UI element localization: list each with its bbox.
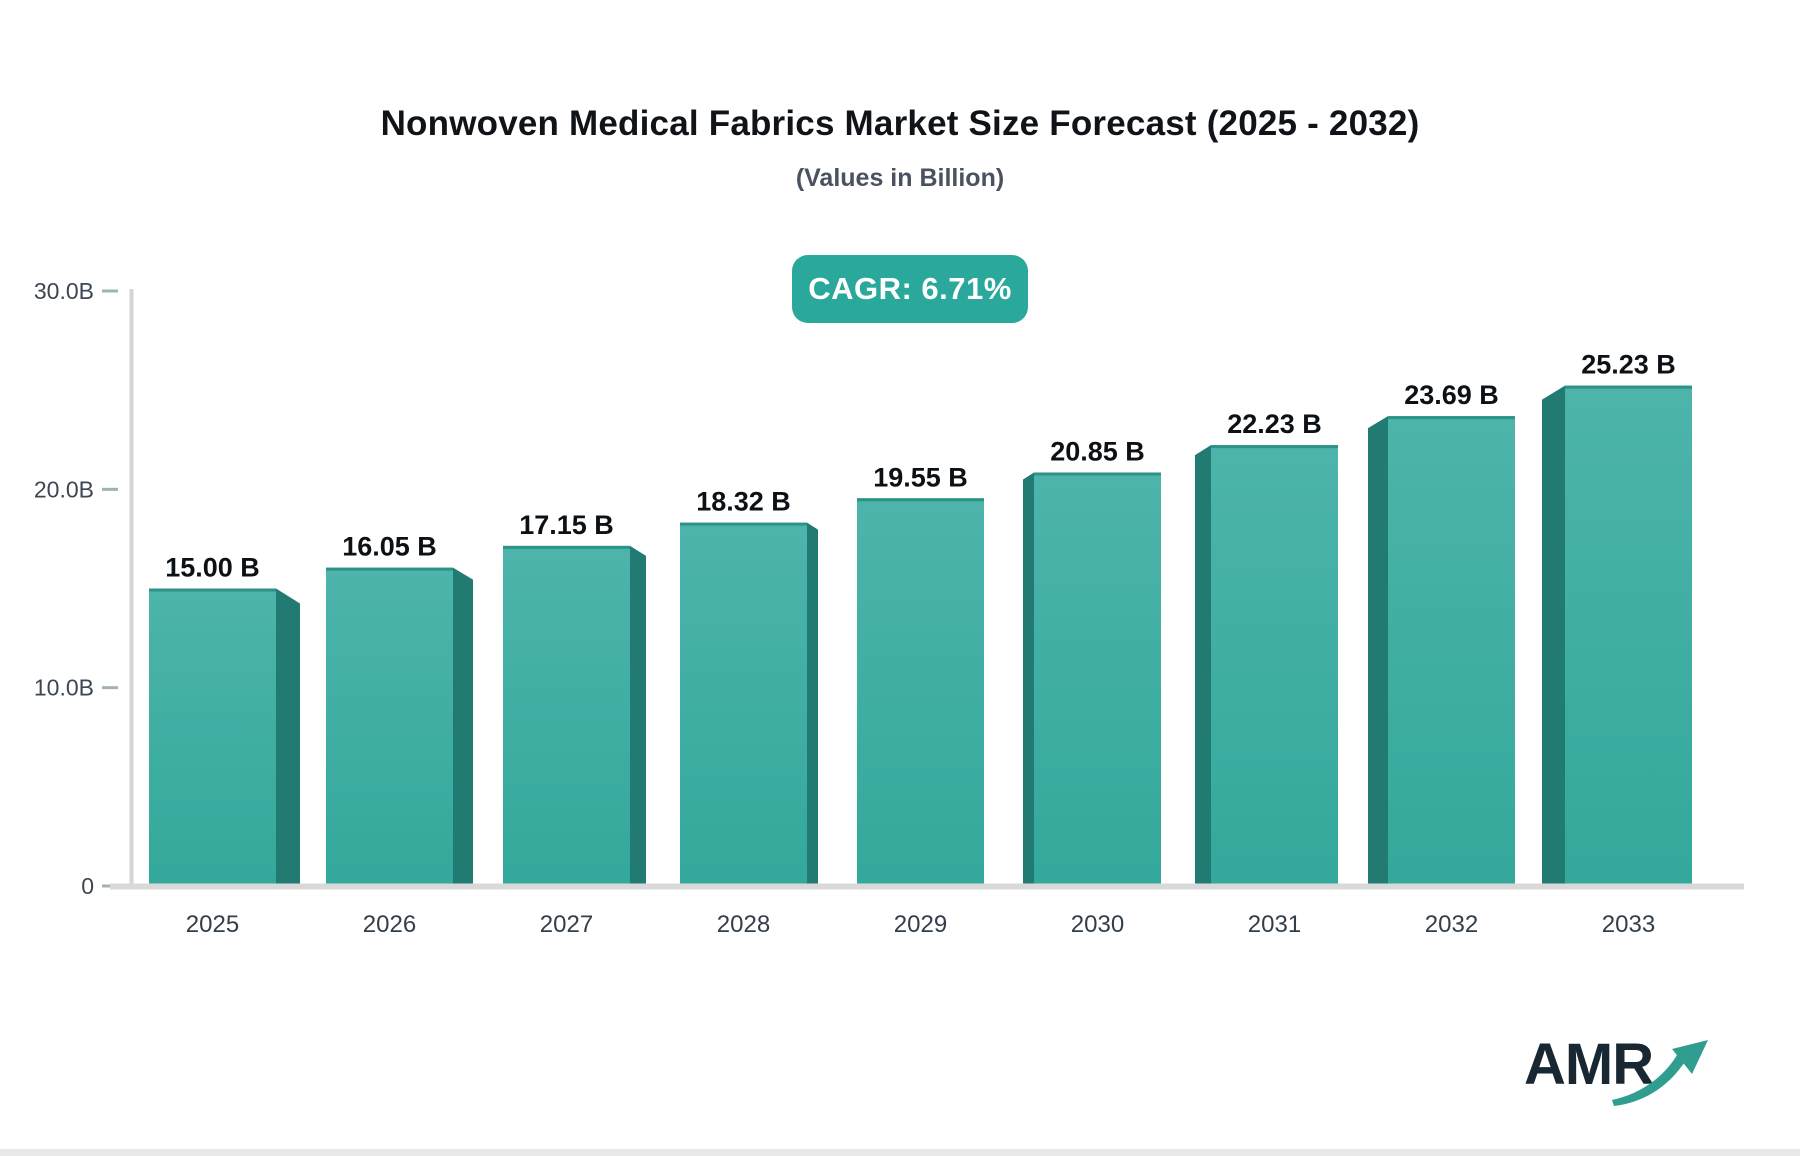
bar-front-face [1388, 416, 1515, 886]
x-axis-label: 2029 [894, 911, 947, 938]
cagr-badge: CAGR: 6.71% [792, 255, 1028, 323]
bar-front-face [1034, 472, 1161, 886]
x-axis-label: 2025 [186, 911, 239, 938]
bar-value-label: 17.15 B [519, 510, 614, 540]
bar-value-label: 15.00 B [165, 553, 260, 583]
bar-side-face [1542, 385, 1565, 886]
chart-subtitle: (Values in Billion) [795, 164, 1005, 192]
bar-side-face [276, 588, 300, 886]
bar-2029: 19.55 B [857, 462, 984, 886]
bar-value-label: 19.55 B [873, 462, 968, 492]
bar-side-face [1368, 416, 1388, 886]
y-axis-label: 10.0B [34, 675, 94, 701]
bar-value-label: 18.32 B [696, 487, 791, 517]
x-axis-baseline [110, 883, 1744, 890]
bar-2031: 22.23 B [1195, 409, 1338, 886]
y-axis-label: 0 [81, 873, 94, 899]
bar-front-face [326, 567, 453, 886]
bar-front-face [149, 588, 276, 886]
bar-side-face [807, 522, 818, 886]
bar-front-face [680, 522, 807, 886]
x-axis-label: 2026 [363, 911, 416, 938]
bar-2025: 15.00 B [149, 553, 300, 886]
bar-2027: 17.15 B [503, 510, 646, 886]
bar-value-label: 22.23 B [1227, 409, 1322, 439]
bar-side-face [630, 545, 646, 886]
bar-front-face [1565, 385, 1692, 886]
amr-logo: AMR [1524, 1036, 1724, 1126]
amr-logo-text: AMR [1524, 1032, 1654, 1097]
x-axis-label: 2028 [717, 911, 770, 938]
bar-side-face [453, 567, 473, 886]
bar-front-face [857, 498, 984, 886]
bar-2026: 16.05 B [326, 532, 473, 886]
bar-2028: 18.32 B [680, 487, 818, 886]
x-axis-label: 2027 [540, 911, 593, 938]
y-axis-label: 30.0B [34, 278, 94, 304]
bar-value-label: 23.69 B [1404, 380, 1499, 410]
x-axis-label: 2032 [1425, 911, 1478, 938]
growth-arrow-icon [1612, 1040, 1708, 1106]
bar-2030: 20.85 B [1023, 436, 1161, 886]
bar-front-face [503, 545, 630, 886]
chart-title: Nonwoven Medical Fabrics Market Size For… [380, 104, 1420, 143]
y-axis-label: 20.0B [34, 476, 94, 502]
bar-value-label: 16.05 B [342, 532, 437, 562]
bar-value-label: 20.85 B [1050, 436, 1145, 466]
bar-2032: 23.69 B [1368, 380, 1515, 886]
x-axis-label: 2031 [1248, 911, 1301, 938]
x-axis-label: 2030 [1071, 911, 1124, 938]
page-bottom-edge [0, 1149, 1800, 1156]
bar-2033: 25.23 B [1542, 350, 1692, 886]
bar-value-label: 25.23 B [1581, 350, 1676, 380]
bar-front-face [1211, 445, 1338, 886]
bar-side-face [1195, 445, 1211, 886]
x-axis-label: 2033 [1602, 911, 1655, 938]
bar-side-face [1023, 472, 1034, 886]
